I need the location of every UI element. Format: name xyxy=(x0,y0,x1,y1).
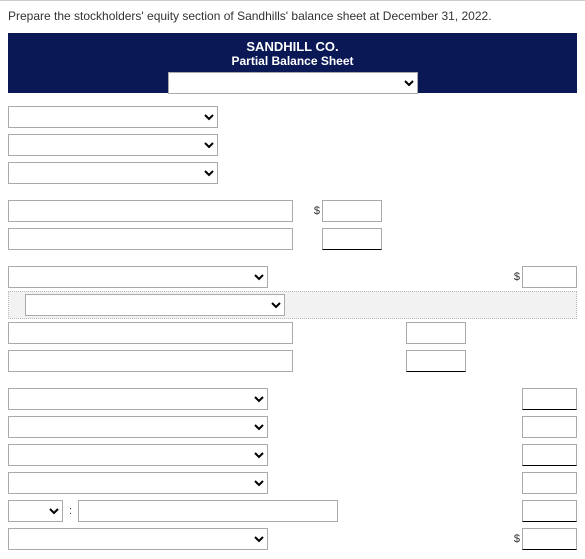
company-name: SANDHILL CO. xyxy=(8,39,577,54)
account-select-4[interactable] xyxy=(8,416,268,438)
section-select-2[interactable] xyxy=(8,134,218,156)
amount-input-7[interactable] xyxy=(522,416,577,438)
amount-input-9[interactable] xyxy=(522,472,577,494)
line-item-input-3[interactable] xyxy=(8,322,293,344)
less-select[interactable] xyxy=(8,500,63,522)
dollar-sign-1: $ xyxy=(314,205,320,217)
amount-input-3[interactable] xyxy=(522,266,577,288)
date-select[interactable] xyxy=(168,72,418,94)
deduction-input[interactable] xyxy=(78,500,338,522)
amount-input-10[interactable] xyxy=(522,500,577,522)
amount-input-4[interactable] xyxy=(406,322,466,344)
dollar-sign-3: $ xyxy=(514,533,520,545)
line-item-input-4[interactable] xyxy=(8,350,293,372)
amount-input-2[interactable] xyxy=(322,228,382,250)
account-select-6[interactable] xyxy=(8,472,268,494)
colon-separator: : xyxy=(69,505,72,517)
amount-input-5[interactable] xyxy=(406,350,466,372)
amount-input-1[interactable] xyxy=(322,200,382,222)
account-select-1[interactable] xyxy=(8,266,268,288)
line-item-input-2[interactable] xyxy=(8,228,293,250)
account-select-7[interactable] xyxy=(8,528,268,550)
dollar-sign-2: $ xyxy=(514,271,520,283)
sheet-title: Partial Balance Sheet xyxy=(8,54,577,68)
instruction-text: Prepare the stockholders' equity section… xyxy=(8,9,577,23)
section-select-3[interactable] xyxy=(8,162,218,184)
account-select-3[interactable] xyxy=(8,388,268,410)
amount-input-11[interactable] xyxy=(522,528,577,550)
amount-input-8[interactable] xyxy=(522,444,577,466)
amount-input-6[interactable] xyxy=(522,388,577,410)
account-select-5[interactable] xyxy=(8,444,268,466)
balance-sheet-header: SANDHILL CO. Partial Balance Sheet xyxy=(8,33,577,93)
section-select-1[interactable] xyxy=(8,106,218,128)
account-select-2[interactable] xyxy=(25,294,285,316)
line-item-input-1[interactable] xyxy=(8,200,293,222)
